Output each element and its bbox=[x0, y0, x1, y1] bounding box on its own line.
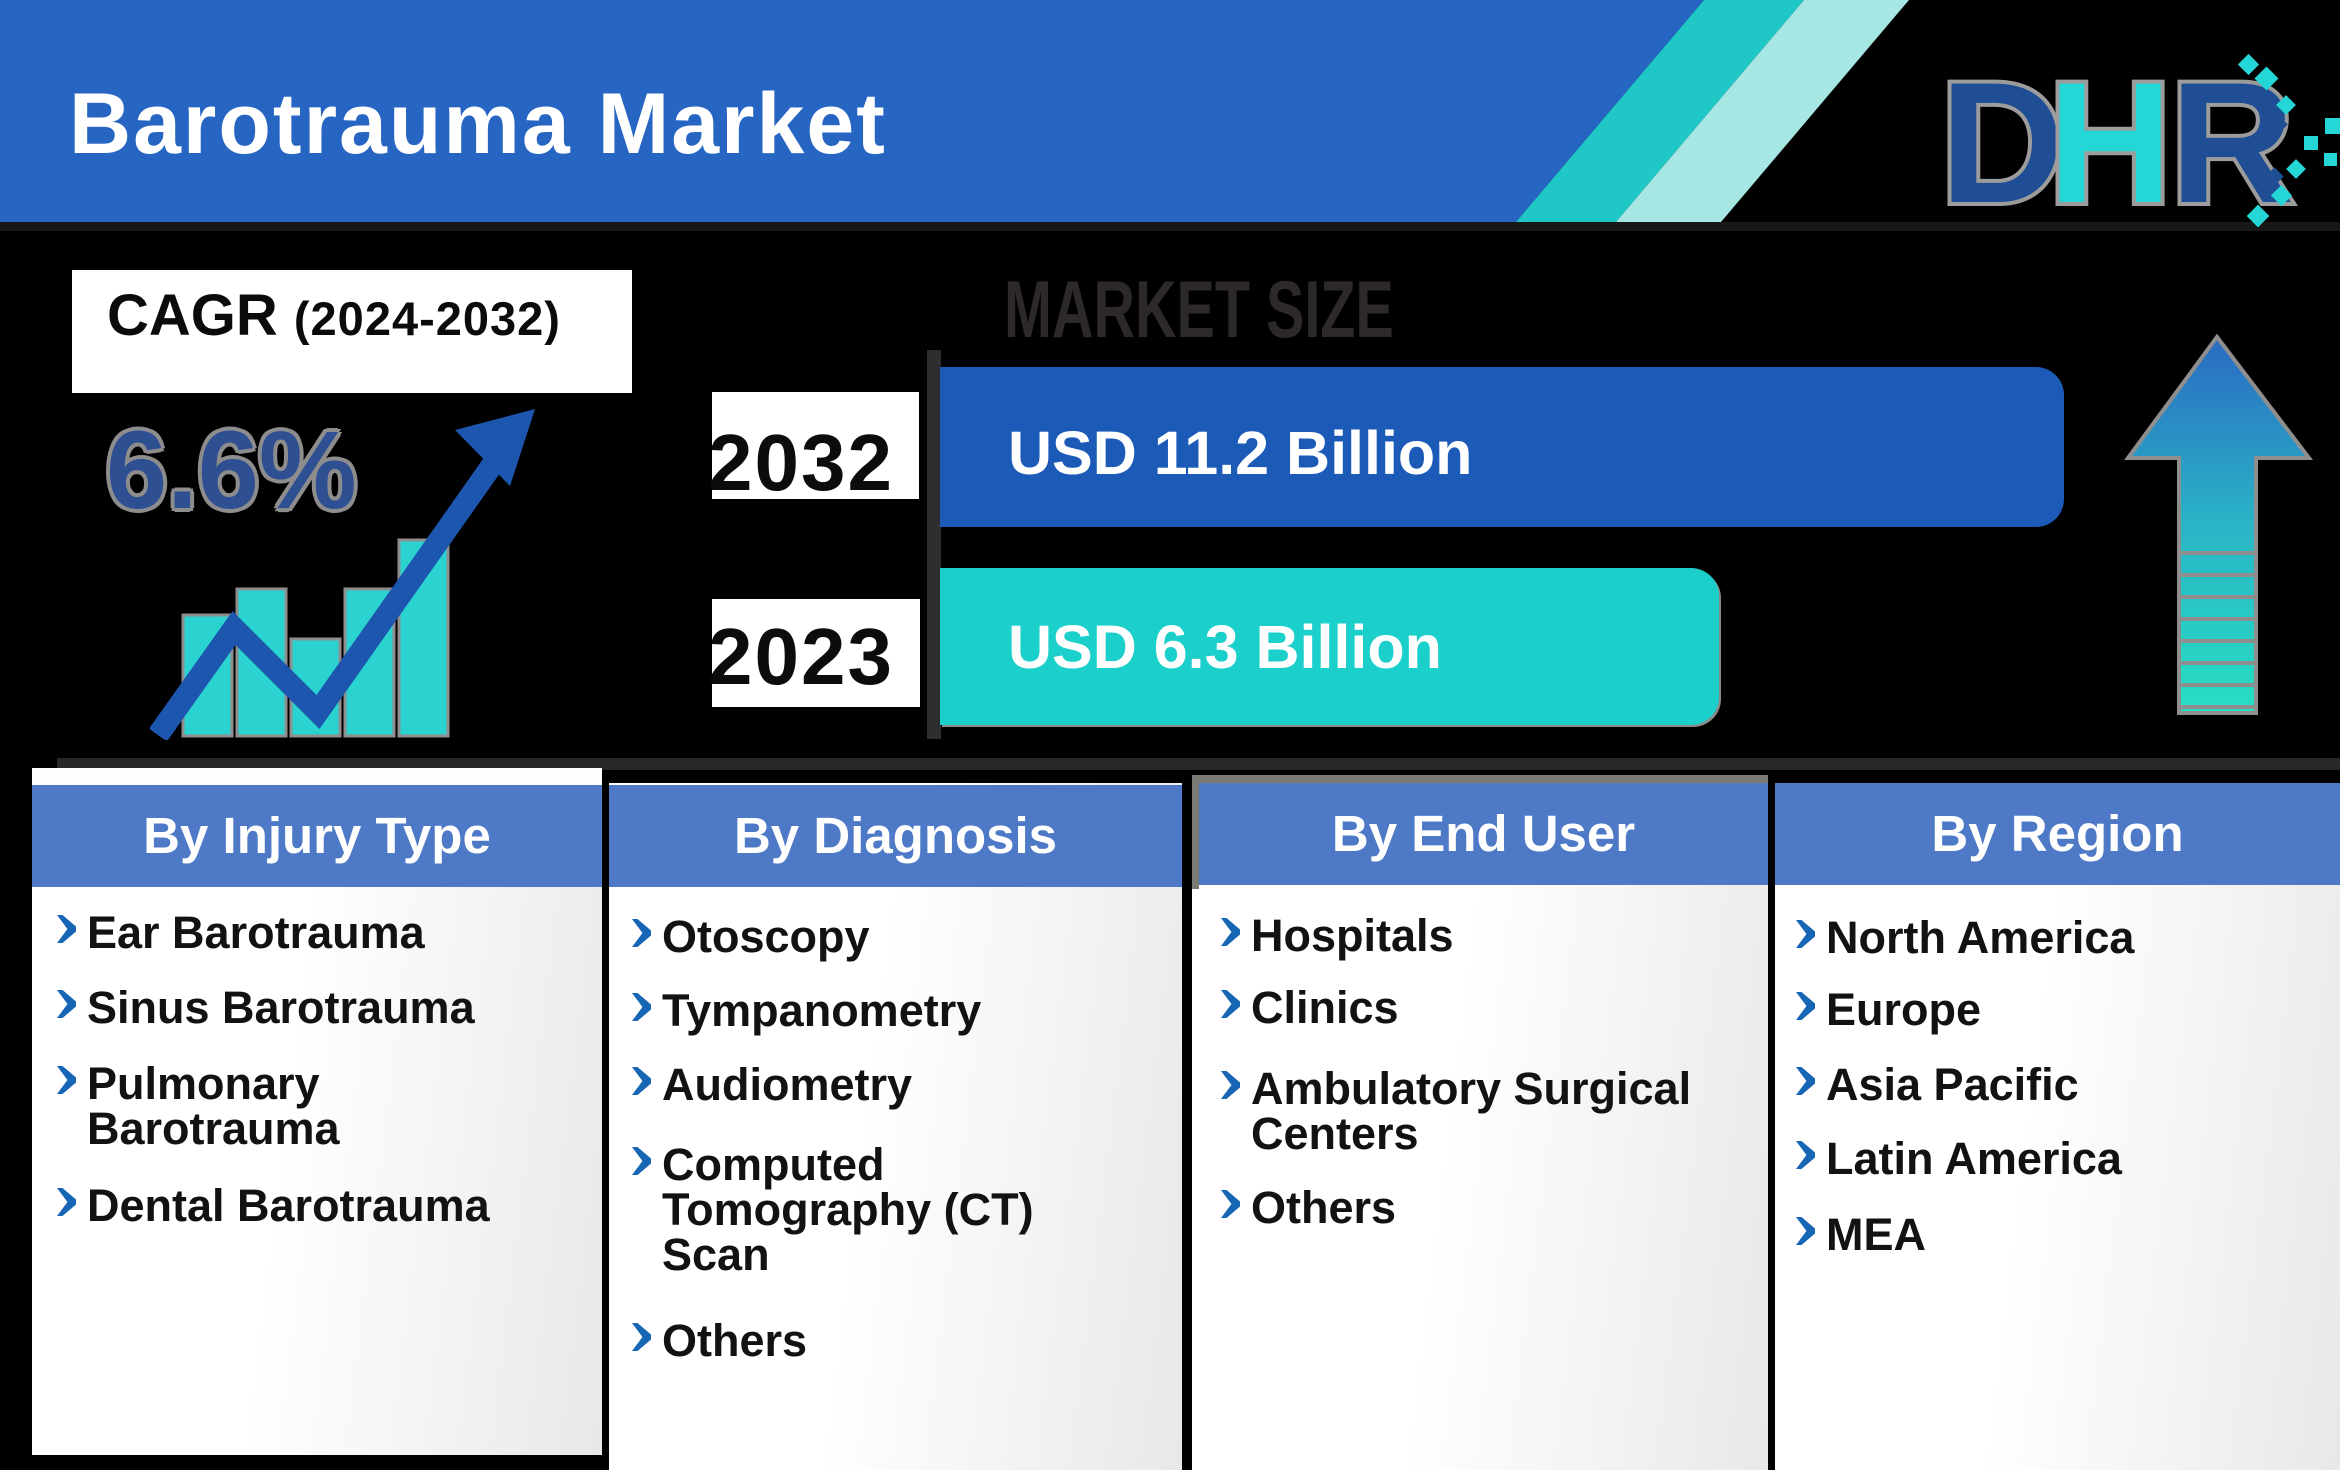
svg-text:D: D bbox=[1940, 47, 2064, 239]
svg-text:H: H bbox=[2048, 47, 2172, 239]
